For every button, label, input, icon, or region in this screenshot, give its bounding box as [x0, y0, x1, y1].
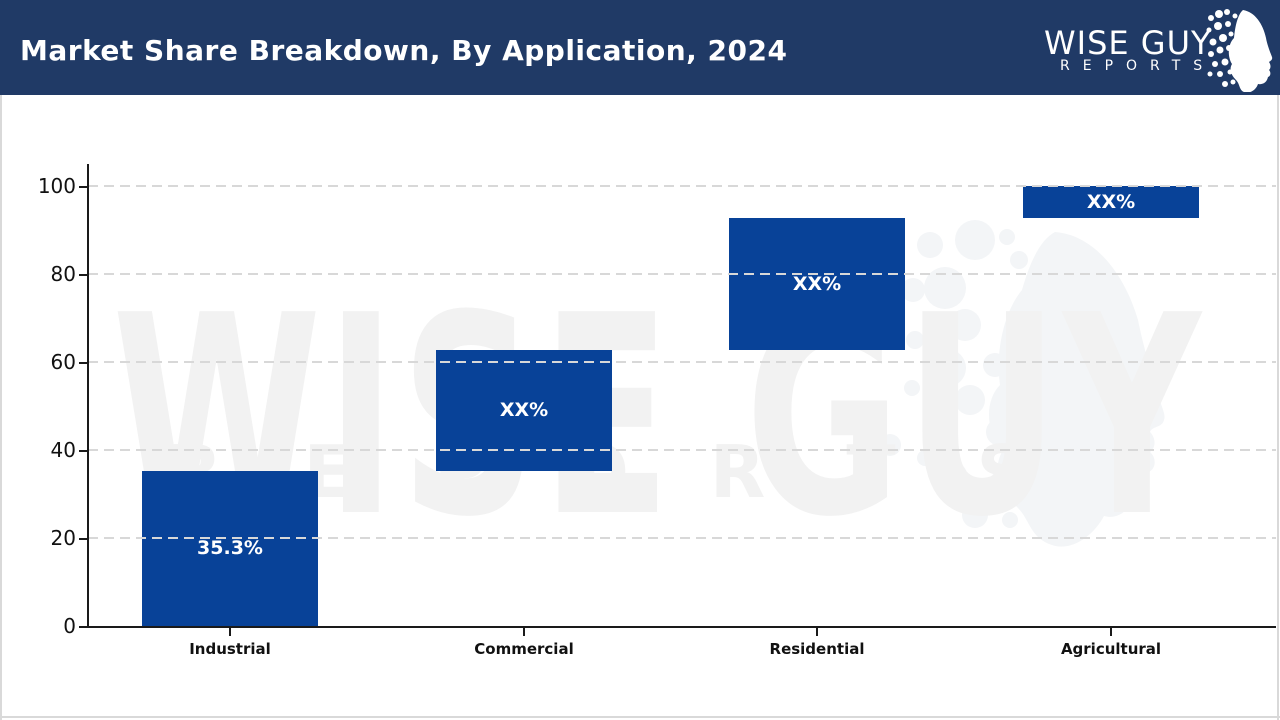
logo-subtext: REPORTS — [1060, 58, 1216, 74]
bar-value-label: XX% — [1086, 191, 1136, 214]
gridline-100 — [88, 185, 1276, 187]
y-tick-40 — [79, 450, 88, 452]
x-tick-industrial — [229, 628, 231, 636]
y-tick-60 — [79, 362, 88, 364]
y-tick-100 — [79, 186, 88, 188]
bar-agricultural: XX% — [1023, 186, 1199, 219]
x-tick-label-agricultural: Agricultural — [1060, 640, 1162, 658]
y-axis-line — [87, 164, 89, 628]
dotted-head-profile-icon — [1206, 9, 1273, 92]
gridline-60 — [88, 361, 1276, 363]
header-bar: Market Share Breakdown, By Application, … — [0, 0, 1280, 95]
y-tick-label-60: 60 — [50, 350, 76, 374]
frame-border-left — [0, 95, 2, 720]
y-tick-label-40: 40 — [50, 438, 76, 462]
y-tick-0 — [79, 626, 88, 628]
frame-border-right — [1277, 95, 1279, 720]
x-tick-label-industrial: Industrial — [189, 640, 271, 658]
bar-value-label: XX% — [792, 272, 842, 295]
gridline-20 — [88, 537, 1276, 539]
page-title: Market Share Breakdown, By Application, … — [20, 34, 788, 67]
frame-border-bottom — [0, 716, 1280, 718]
x-tick-label-residential: Residential — [769, 640, 865, 658]
y-tick-label-100: 100 — [37, 174, 76, 198]
x-tick-agricultural — [1110, 628, 1112, 636]
y-tick-label-80: 80 — [50, 262, 76, 286]
bar-residential: XX% — [729, 218, 905, 350]
x-tick-commercial — [523, 628, 525, 636]
y-tick-label-0: 0 — [63, 614, 76, 638]
x-axis-line — [87, 626, 1276, 628]
bar-value-label: 35.3% — [197, 537, 263, 560]
y-tick-80 — [79, 274, 88, 276]
gridline-80 — [88, 273, 1276, 275]
y-tick-20 — [79, 538, 88, 540]
bar-industrial: 35.3% — [142, 470, 318, 626]
gridline-40 — [88, 449, 1276, 451]
x-tick-residential — [816, 628, 818, 636]
x-tick-label-commercial: Commercial — [474, 640, 574, 658]
logo-wordmark: WISE GUY — [1044, 24, 1212, 62]
y-tick-label-20: 20 — [50, 526, 76, 550]
bar-value-label: XX% — [499, 399, 549, 422]
